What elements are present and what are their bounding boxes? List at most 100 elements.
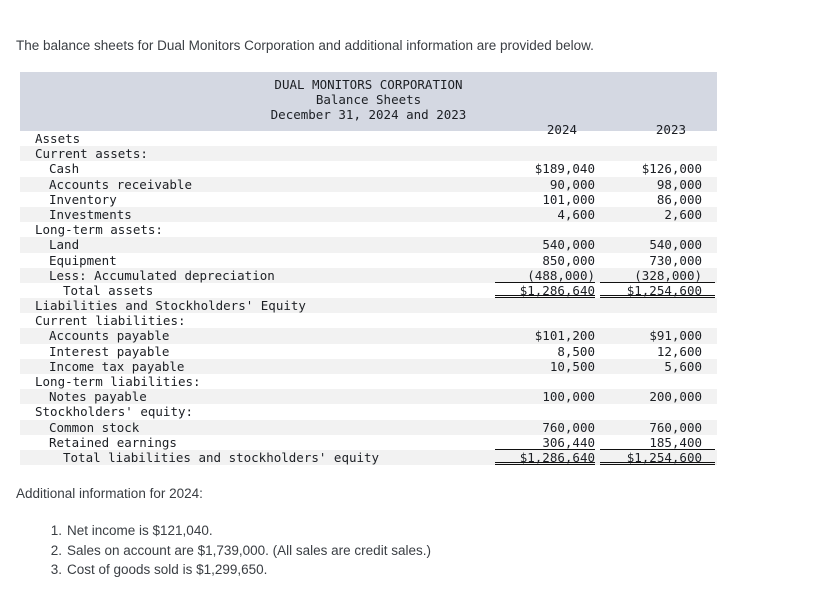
list-item: 1. Net income is $121,040. [46, 521, 431, 541]
amount-2024: 101,000 [542, 191, 595, 207]
item-text: Net income is $121,040. [67, 523, 213, 538]
balance-sheet-row: Less: Accumulated depreciation (488,000) (… [20, 267, 717, 283]
amount-2023: 200,000 [649, 389, 702, 405]
row-label: Cash [49, 161, 80, 177]
amount-2023: 12,600 [656, 343, 702, 359]
table-header: DUAL MONITORS CORPORATION Balance Sheets… [20, 72, 717, 137]
amount-2024: 10,500 [549, 358, 595, 374]
balance-sheet-row: Long-term assets: [20, 222, 717, 237]
row-label: Accounts receivable [49, 176, 192, 192]
row-label: Stockholders' equity: [35, 404, 194, 420]
balance-sheet-row: Investments 4,600 2,600 [20, 206, 717, 223]
column-header-2023: 2023 [655, 122, 686, 137]
balance-sheet-row: Total assets $1,286,640 $1,254,600 [20, 282, 717, 299]
company-name: DUAL MONITORS CORPORATION [274, 77, 463, 92]
row-label: Land [49, 237, 80, 253]
amount-2023: 730,000 [649, 252, 702, 268]
amount-2024: 850,000 [542, 252, 595, 268]
row-label: Equipment [49, 252, 117, 268]
amount-2024 [495, 298, 595, 313]
amount-2024: 760,000 [542, 419, 595, 435]
amount-2023 [600, 222, 715, 237]
row-label: Retained earnings [49, 434, 177, 450]
balance-sheet-body: Assets Current assets: Cash $189,040 $126,00… [20, 131, 717, 466]
row-label: Long-term assets: [35, 222, 163, 238]
amount-2023: (328,000) [600, 268, 715, 283]
item-text: Cost of goods sold is $1,299,650. [67, 562, 268, 577]
balance-sheet-row: Equipment 850,000 730,000 [20, 253, 717, 268]
period-line: December 31, 2024 and 2023 [270, 107, 467, 122]
item-number: 1. [50, 523, 62, 538]
amount-2023 [600, 146, 715, 161]
row-label: Current liabilities: [35, 313, 186, 329]
row-label: Total assets [63, 282, 154, 298]
balance-sheet-row: Accounts payable $101,200 $91,000 [20, 328, 717, 344]
balance-sheet-row: Land 540,000 540,000 [20, 237, 717, 253]
balance-sheet-row: Income tax payable 10,500 5,600 [20, 358, 717, 374]
amount-2023: 86,000 [656, 191, 702, 207]
row-label: Interest payable [49, 343, 170, 359]
row-label: Long-term liabilities: [35, 374, 201, 389]
balance-sheet-table: DUAL MONITORS CORPORATION Balance Sheets… [20, 72, 717, 466]
balance-sheet-row: Stockholders' equity: [20, 404, 717, 419]
intro-text: The balance sheets for Dual Monitors Cor… [16, 38, 594, 53]
amount-2023 [600, 313, 715, 328]
amount-2024: 8,500 [557, 343, 595, 359]
row-label: Total liabilities and stockholders' equi… [63, 449, 380, 465]
amount-2024: $1,286,640 [495, 283, 595, 299]
balance-sheet-row: Current assets: [20, 146, 717, 162]
amount-2024 [495, 313, 595, 328]
amount-2023: 540,000 [649, 237, 702, 253]
balance-sheet-row: Notes payable 100,000 200,000 [20, 389, 717, 405]
amount-2024 [495, 222, 595, 237]
balance-sheet-row: Current liabilities: [20, 313, 717, 328]
amount-2024 [495, 131, 595, 146]
row-label: Current assets: [35, 146, 148, 162]
balance-sheet-row: Cash $189,040 $126,000 [20, 161, 717, 176]
balance-sheet-row: Accounts receivable 90,000 98,000 [20, 176, 717, 192]
list-item: 3. Cost of goods sold is $1,299,650. [46, 560, 431, 580]
row-label: Investments [49, 206, 132, 222]
balance-sheet-row: Long-term liabilities: [20, 374, 717, 389]
balance-sheet-row: Inventory 101,000 86,000 [20, 192, 717, 207]
column-header-2024: 2024 [546, 122, 577, 137]
item-number: 3. [50, 562, 62, 577]
amount-2024: 540,000 [542, 237, 595, 253]
item-text: Sales on account are $1,739,000. (All sa… [67, 542, 431, 558]
balance-sheet-row: Assets [20, 131, 717, 146]
balance-sheet-row: Liabilities and Stockholders' Equity [20, 298, 717, 314]
additional-info-heading: Additional information for 2024: [16, 486, 203, 501]
row-label: Liabilities and Stockholders' Equity [35, 298, 306, 314]
amount-2023: $126,000 [641, 161, 702, 177]
amount-2023: 5,600 [664, 358, 702, 374]
amount-2024 [495, 146, 595, 161]
amount-2023 [600, 131, 715, 146]
amount-2024: 90,000 [549, 176, 595, 192]
row-label: Accounts payable [49, 328, 170, 344]
amount-2023: 2,600 [664, 206, 702, 222]
amount-2023: 185,400 [600, 435, 715, 450]
amount-2023 [600, 404, 715, 419]
additional-info-list: 1. Net income is $121,040. 2. Sales on acco… [46, 521, 431, 580]
amount-2024: 4,600 [557, 206, 595, 222]
row-label: Notes payable [49, 389, 147, 405]
amount-2024: $189,040 [534, 161, 595, 177]
balance-sheet-row: Retained earnings 306,440 185,400 [20, 435, 717, 450]
row-label: Inventory [49, 191, 117, 207]
amount-2023: 760,000 [649, 419, 702, 435]
item-number: 2. [50, 542, 62, 558]
balance-sheet-row: Common stock 760,000 760,000 [20, 419, 717, 435]
amount-2024: 100,000 [542, 389, 595, 405]
balance-sheet-row: Total liabilities and stockholders' equi… [20, 449, 717, 466]
amount-2024: $101,200 [534, 328, 595, 344]
amount-2024 [495, 404, 595, 419]
amount-2024: 306,440 [495, 435, 595, 450]
list-item: 2. Sales on account are $1,739,000. (All … [46, 541, 431, 561]
row-label: Less: Accumulated depreciation [49, 267, 275, 283]
amount-2024: $1,286,640 [495, 450, 595, 466]
amount-2023: $91,000 [649, 328, 702, 344]
row-label: Income tax payable [49, 358, 185, 374]
column-header-row: 2024 2023 [20, 122, 717, 137]
amount-2023 [600, 374, 715, 389]
statement-title: Balance Sheets [315, 92, 422, 107]
